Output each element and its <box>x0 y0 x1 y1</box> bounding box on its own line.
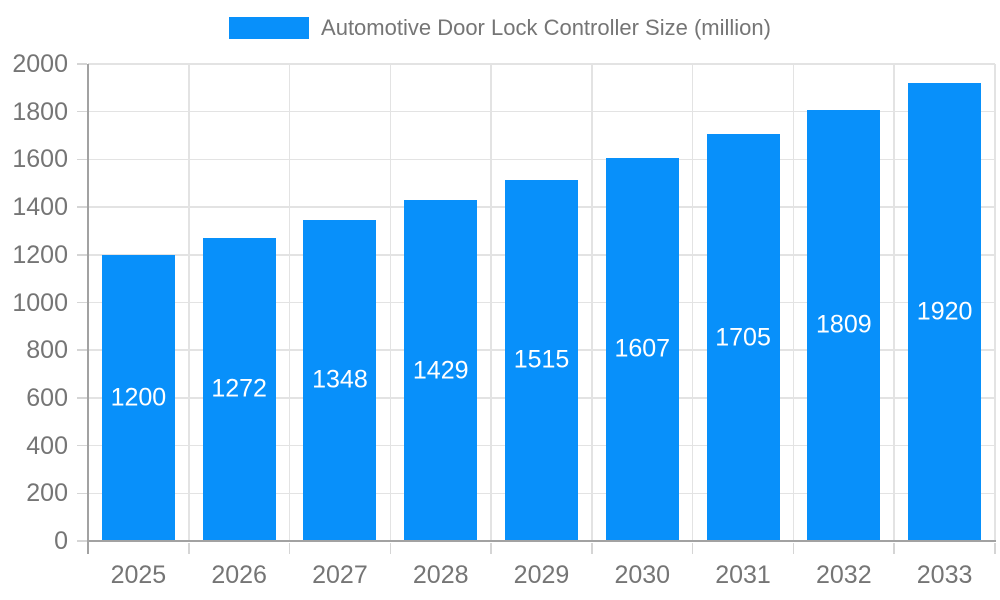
bar: 1705 <box>706 134 780 541</box>
x-axis-tick <box>490 543 492 554</box>
y-axis-label: 1600 <box>12 145 68 174</box>
legend-label: Automotive Door Lock Controller Size (mi… <box>321 15 771 40</box>
bar-value-label: 1705 <box>715 323 771 352</box>
y-axis-tick <box>77 444 87 447</box>
grid-line-horizontal <box>88 63 995 65</box>
x-axis-tick <box>288 543 291 554</box>
x-axis-tick <box>591 543 593 554</box>
grid-line-vertical <box>389 64 392 541</box>
x-axis-tick <box>691 543 694 554</box>
x-axis-tick <box>792 543 795 554</box>
x-axis-line <box>87 540 996 542</box>
y-axis-tick <box>77 206 87 208</box>
y-axis-tick <box>77 397 87 399</box>
x-axis-tick <box>188 543 190 554</box>
y-axis-label: 200 <box>26 479 68 508</box>
grid-line-vertical <box>893 64 895 541</box>
bar-value-label: 1429 <box>412 356 469 385</box>
y-axis-tick <box>77 254 87 256</box>
y-axis-tick <box>77 110 87 113</box>
grid-line-vertical <box>288 64 291 541</box>
x-axis-label: 2031 <box>715 561 771 589</box>
x-axis-label: 2027 <box>312 561 368 589</box>
x-axis-label: 2029 <box>513 561 570 589</box>
x-axis-labels: 2025 2026 2027 2028 2029 2030 2031 2032 2033 <box>88 559 995 591</box>
y-axis-label: 800 <box>26 336 68 365</box>
bar: 1200 <box>101 254 175 541</box>
y-axis-label: 2000 <box>12 50 68 78</box>
bar-value-label: 1920 <box>916 297 973 326</box>
y-axis-tick <box>77 349 87 351</box>
grid-line-horizontal <box>88 158 995 161</box>
y-axis-line <box>87 64 89 554</box>
y-axis-tick <box>77 301 87 304</box>
plot-area: 1200 1272 1348 1429 1515 1607 1705 1809 1920 <box>77 63 996 554</box>
x-axis-label: 2033 <box>916 561 973 589</box>
bar: 1429 <box>404 200 478 541</box>
y-axis-label: 1000 <box>12 288 68 317</box>
x-axis-label: 2032 <box>816 561 872 589</box>
bar: 1272 <box>202 237 276 541</box>
bar-value-label: 1809 <box>816 310 872 339</box>
bar: 1809 <box>807 109 881 541</box>
bar-value-label: 1607 <box>614 334 671 363</box>
y-axis-label: 1400 <box>12 193 68 222</box>
bar-value-label: 1200 <box>110 383 167 412</box>
y-axis-label: 0 <box>54 527 68 555</box>
y-axis-tick <box>77 540 87 542</box>
y-axis-label: 600 <box>26 383 68 412</box>
x-axis-label: 2028 <box>412 561 469 589</box>
bar-value-label: 1272 <box>211 374 267 403</box>
y-axis-tick <box>77 63 87 65</box>
x-axis-label: 2025 <box>110 561 167 589</box>
y-axis-label: 1800 <box>12 97 68 126</box>
x-axis-tick <box>389 543 392 554</box>
grid-line-horizontal <box>88 110 995 113</box>
bar: 1607 <box>605 157 679 541</box>
x-axis-label: 2030 <box>614 561 671 589</box>
bar-value-label: 1515 <box>513 345 570 374</box>
x-axis-tick <box>994 543 996 554</box>
bar-value-label: 1348 <box>312 365 368 394</box>
y-axis-label: 400 <box>26 431 68 460</box>
x-axis-label: 2026 <box>211 561 267 589</box>
grid-line-vertical <box>591 64 593 541</box>
grid-line-vertical <box>490 64 492 541</box>
y-axis-tick <box>77 158 87 161</box>
grid-line-vertical <box>188 64 190 541</box>
legend[interactable]: Automotive Door Lock Controller Size (mi… <box>0 15 1000 41</box>
grid-line-vertical <box>792 64 795 541</box>
bar: 1348 <box>303 219 377 541</box>
y-axis-labels: 0 200 400 600 800 1000 1200 1400 1600 1800 2000 <box>0 50 68 555</box>
grid-line-vertical <box>994 64 996 541</box>
legend-swatch <box>229 17 310 39</box>
y-axis-tick <box>77 492 87 495</box>
bar: 1920 <box>908 83 982 541</box>
grid-line-vertical <box>691 64 694 541</box>
x-axis-tick <box>893 543 895 554</box>
bar: 1515 <box>505 179 578 541</box>
y-axis-label: 1200 <box>12 240 68 269</box>
